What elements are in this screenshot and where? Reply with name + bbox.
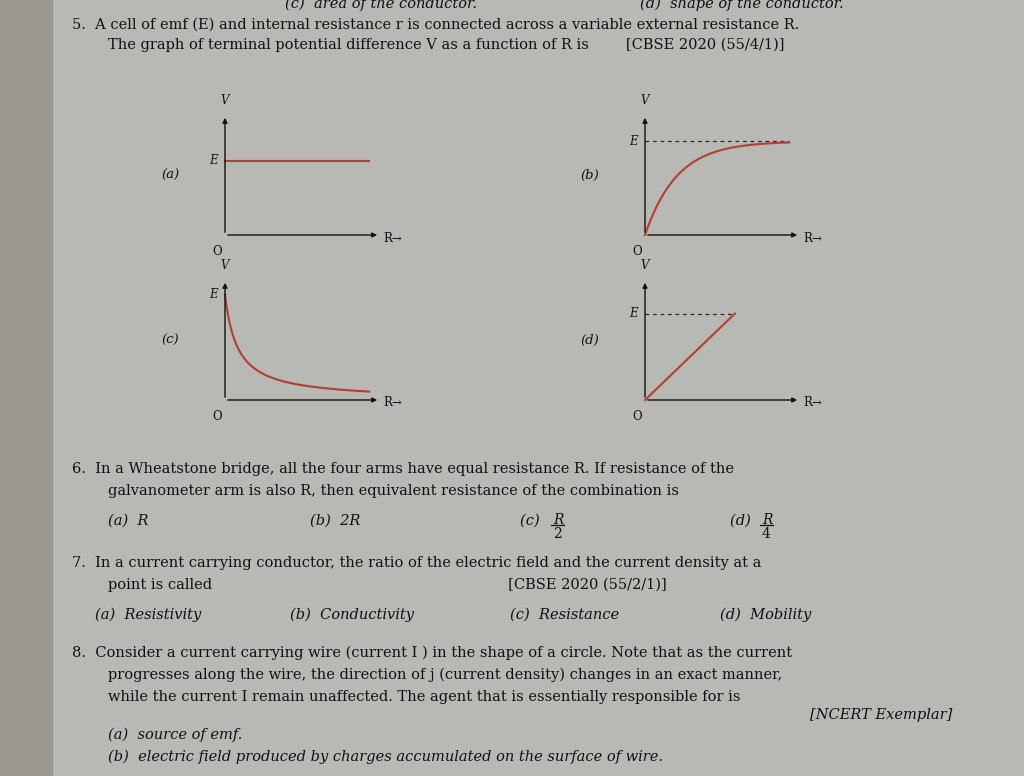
Text: (d): (d) xyxy=(581,334,599,347)
Text: R→: R→ xyxy=(803,231,821,244)
Text: (b)  electric field produced by charges accumulated on the surface of wire.: (b) electric field produced by charges a… xyxy=(108,750,663,764)
Text: R: R xyxy=(762,513,772,527)
Text: The graph of terminal potential difference V as a function of R is        [CBSE : The graph of terminal potential differen… xyxy=(108,38,784,53)
Text: V: V xyxy=(641,94,649,107)
Text: (d)  shape of the conductor.: (d) shape of the conductor. xyxy=(640,0,844,12)
Text: progresses along the wire, the direction of j (current density) changes in an ex: progresses along the wire, the direction… xyxy=(108,668,782,682)
Text: (a): (a) xyxy=(161,168,179,182)
Text: O: O xyxy=(212,245,222,258)
Text: (c)  area of the conductor.: (c) area of the conductor. xyxy=(285,0,477,12)
Text: (d): (d) xyxy=(730,514,760,528)
Text: (c): (c) xyxy=(520,514,549,528)
Text: (b)  Conductivity: (b) Conductivity xyxy=(290,608,414,622)
Text: [NCERT Exemplar]: [NCERT Exemplar] xyxy=(810,708,952,722)
Text: galvanometer arm is also R, then equivalent resistance of the combination is: galvanometer arm is also R, then equival… xyxy=(108,484,679,498)
Text: (a)  R: (a) R xyxy=(108,514,148,528)
Text: 5.  A cell of emf (E) and internal resistance r is connected across a variable e: 5. A cell of emf (E) and internal resist… xyxy=(72,18,800,32)
Text: V: V xyxy=(221,94,229,107)
Text: E: E xyxy=(209,154,218,167)
Text: E: E xyxy=(630,135,638,148)
Text: O: O xyxy=(632,245,642,258)
Text: O: O xyxy=(632,410,642,423)
Text: 8.  Consider a current carrying wire (current I ) in the shape of a circle. Note: 8. Consider a current carrying wire (cur… xyxy=(72,646,793,660)
Text: R: R xyxy=(553,513,563,527)
Text: R→: R→ xyxy=(803,397,821,410)
Text: (b)  2R: (b) 2R xyxy=(310,514,360,528)
Text: (c)  Resistance: (c) Resistance xyxy=(510,608,620,622)
Text: 4: 4 xyxy=(762,527,771,541)
Text: (a)  Resistivity: (a) Resistivity xyxy=(95,608,202,622)
Text: point is called                                                                [: point is called [ xyxy=(108,578,667,592)
Bar xyxy=(0,0,52,776)
Text: 6.  In a Wheatstone bridge, all the four arms have equal resistance R. If resist: 6. In a Wheatstone bridge, all the four … xyxy=(72,462,734,476)
Text: 7.  In a current carrying conductor, the ratio of the electric field and the cur: 7. In a current carrying conductor, the … xyxy=(72,556,762,570)
Text: 2: 2 xyxy=(553,527,562,541)
Text: R→: R→ xyxy=(383,231,401,244)
Text: (d)  Mobility: (d) Mobility xyxy=(720,608,811,622)
Text: (a)  source of emf.: (a) source of emf. xyxy=(108,728,243,743)
Text: (c): (c) xyxy=(161,334,179,347)
Text: while the current I remain unaffected. The agent that is essentially responsible: while the current I remain unaffected. T… xyxy=(108,690,740,704)
Text: E: E xyxy=(630,307,638,320)
Text: E: E xyxy=(209,288,218,301)
Text: O: O xyxy=(212,410,222,423)
Text: V: V xyxy=(221,259,229,272)
Text: V: V xyxy=(641,259,649,272)
Text: (b): (b) xyxy=(581,168,599,182)
Text: R→: R→ xyxy=(383,397,401,410)
